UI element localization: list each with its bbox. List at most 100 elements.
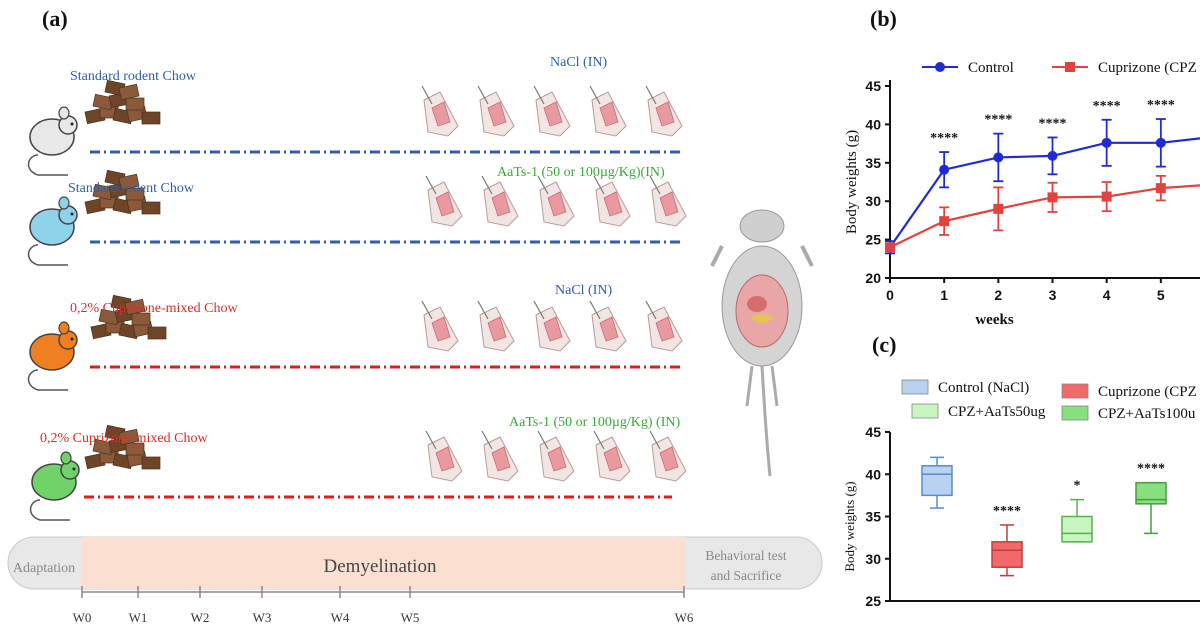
data-point [1047, 192, 1058, 203]
intranasal-mouse-icon [533, 300, 571, 352]
data-point [1155, 183, 1166, 194]
treatment-label: NaCl (IN) [550, 55, 607, 70]
panel-c-label: (c) [872, 332, 897, 357]
pipette [425, 430, 437, 450]
chow-block [118, 428, 140, 446]
series-line [889, 137, 1200, 248]
organ-liver [747, 296, 767, 312]
week-label: W5 [401, 610, 420, 625]
chow-block [131, 312, 151, 326]
demyelination-phase [82, 537, 686, 589]
pipette [589, 300, 601, 320]
mouse-open-abdomen [735, 274, 789, 348]
significance-label: **** [993, 504, 1021, 519]
pipette [533, 300, 545, 320]
intranasal-mouse-icon [477, 85, 515, 137]
mouse-organs [487, 101, 507, 127]
week-label: W6 [675, 610, 694, 625]
mouse-tail [27, 154, 68, 176]
legend-swatch [1061, 383, 1089, 399]
box-3: * [1061, 479, 1093, 543]
week-label: W0 [73, 610, 92, 625]
legend-item: Control (NaCl) [901, 379, 1029, 396]
panel-a-label: (a) [42, 6, 68, 31]
week-label: W3 [253, 610, 272, 625]
box-iqr [1061, 515, 1093, 543]
legend-label: Cuprizone (CPZ [1098, 384, 1197, 400]
y-tick-label: 35 [865, 509, 881, 525]
mouse-ear [58, 196, 70, 210]
week-label: W4 [331, 610, 350, 625]
behavioral-test-label: Behavioral test [705, 548, 787, 563]
pipette [537, 175, 549, 195]
significance-label: **** [1137, 462, 1165, 477]
data-point [993, 203, 1004, 214]
intranasal-mouse-icon [421, 85, 459, 137]
mouse-organs [491, 191, 511, 217]
box-4: **** [1135, 462, 1167, 535]
x-tick-label: 0 [886, 287, 894, 303]
pipette [589, 85, 601, 105]
significance-label: **** [1039, 116, 1067, 131]
diet-label: Standard rodent Chow [68, 181, 195, 196]
box-chart-legend: Control (NaCl) Cuprizone (CPZ CPZ+AaTs50ug… [901, 379, 1197, 422]
mouse-organs [491, 446, 511, 472]
intranasal-mouse-icon [537, 175, 575, 227]
diet-label: 0,2% Cuprizone-mixed Chow [40, 431, 208, 446]
pipette [421, 300, 433, 320]
treatment-label: NaCl (IN) [555, 283, 612, 298]
mouse-organs [487, 316, 507, 342]
mouse-organs [599, 316, 619, 342]
legend-label: Control (NaCl) [938, 380, 1029, 396]
pipette [477, 300, 489, 320]
y-tick-label: 45 [865, 78, 881, 94]
intranasal-mouse-icon [649, 175, 687, 227]
mouse-organs [543, 316, 563, 342]
y-tick-label: 25 [865, 232, 881, 248]
chow-block [125, 97, 145, 111]
mouse-icon [27, 321, 78, 391]
dissected-mouse-icon [710, 209, 814, 477]
chow-block [118, 173, 140, 191]
legend-item: Cuprizone (CPZ [1052, 60, 1197, 76]
intranasal-mouse-icon [593, 175, 631, 227]
mouse-arms [710, 245, 814, 267]
box-2: **** [991, 504, 1023, 577]
legend-label: Control [968, 60, 1014, 76]
chow-block [141, 456, 161, 470]
chow-block [125, 187, 145, 201]
demyelination-phase-label: Demyelination [324, 556, 437, 577]
mouse-icon [29, 451, 80, 521]
mouse-organs [603, 446, 623, 472]
mouse-organs [543, 101, 563, 127]
mouse-tail [29, 499, 70, 521]
panel-b-label: (b) [870, 6, 897, 31]
group-row-1: Standard rodent Chow NaCl (IN) [27, 55, 683, 176]
legend-item: CPZ+AaTs100u [1061, 405, 1196, 422]
data-point [993, 152, 1004, 163]
data-point [1047, 150, 1058, 161]
pipette [481, 175, 493, 195]
pipette [421, 85, 433, 105]
chow-pile-icon [84, 79, 161, 125]
group-row-2: Standard rodent Chow AaTs-1 (50 or 100µg/… [27, 165, 687, 266]
pipette [425, 175, 437, 195]
series-line [889, 184, 1200, 249]
chow-block [141, 111, 161, 125]
mouse-organs [435, 446, 455, 472]
legend-swatch [901, 379, 929, 395]
group-row-3: 0,2% Cuprizone-mixed Chow NaCl (IN) [27, 283, 683, 391]
intranasal-mouse-icon [481, 430, 519, 482]
legend-swatch [1061, 405, 1089, 421]
y-tick-label: 20 [865, 270, 881, 286]
legend-swatch [911, 403, 939, 419]
mouse-organs [547, 446, 567, 472]
data-point [939, 164, 950, 175]
treatment-label: AaTs-1 (50 or 100µg/Kg)(IN) [497, 165, 665, 180]
box-1 [921, 456, 953, 509]
mouse-organs [547, 191, 567, 217]
mouse-organs [599, 101, 619, 127]
intranasal-mouse-icon [649, 430, 687, 482]
pipette [477, 85, 489, 105]
